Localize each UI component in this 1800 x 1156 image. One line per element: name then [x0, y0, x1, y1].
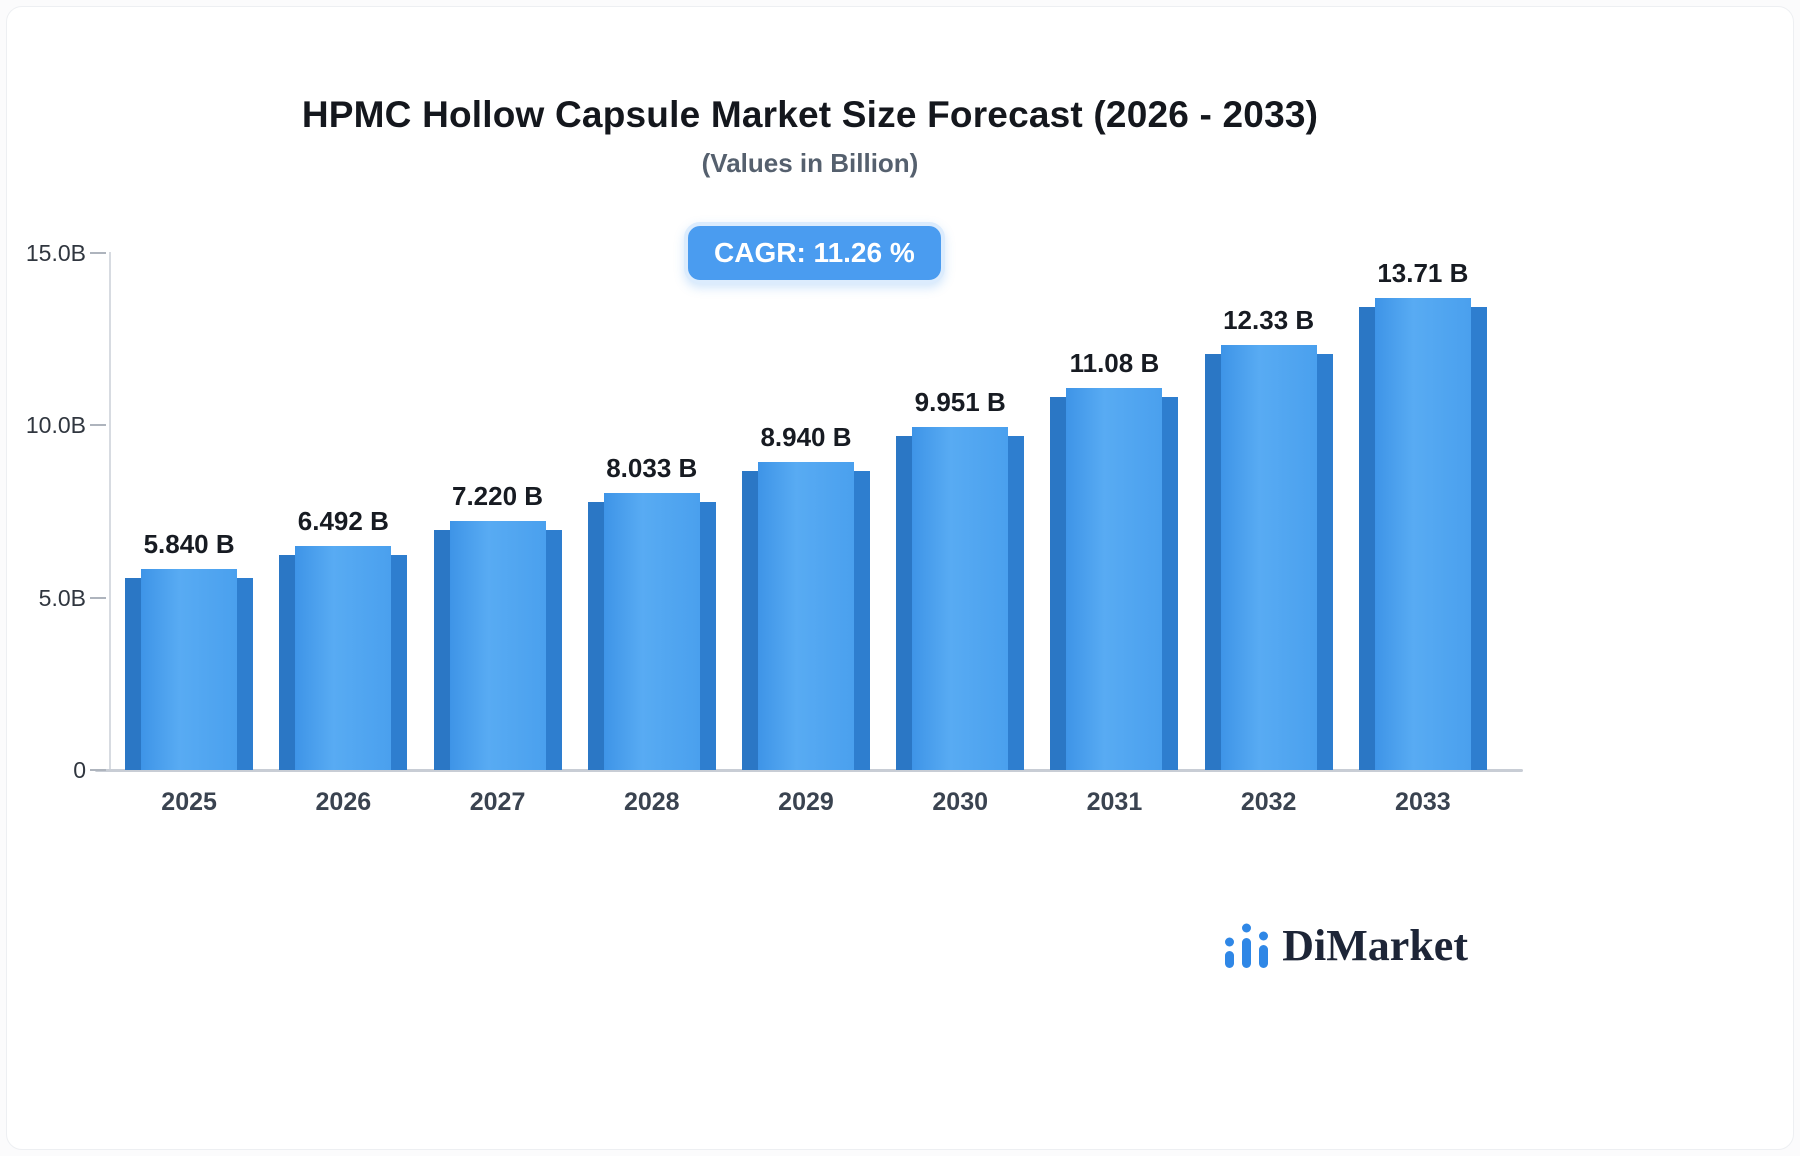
bar-value-label: 6.492 B [297, 506, 389, 537]
bar-slot: 9.951 B [883, 253, 1037, 770]
bar-side-face [1050, 397, 1067, 770]
bar-slot: 13.71 B [1346, 253, 1500, 770]
bar-front-face [603, 493, 700, 770]
y-tick-label: 10.0B [25, 412, 86, 439]
bar-side-face [1008, 436, 1025, 770]
bar-front-face [757, 461, 854, 770]
cagr-badge: CAGR: 11.26 % [684, 222, 945, 284]
bar-value-label: 9.951 B [914, 387, 1006, 417]
bar-value-label: 8.940 B [760, 421, 852, 452]
y-tick-label: 0 [73, 757, 86, 783]
x-axis-label-2033: 2033 [1395, 788, 1451, 816]
x-axis-label-2026: 2026 [315, 788, 372, 816]
bar-front-face [1374, 297, 1471, 770]
bar-slot: 8.033 B [575, 253, 729, 770]
bar-value-label: 7.220 B [452, 481, 544, 512]
bar-side-face [545, 530, 562, 770]
x-axis-label-2027: 2027 [469, 788, 526, 816]
bar-value-label: 13.71 B [1377, 257, 1469, 288]
bar-slot: 5.840 B [112, 253, 266, 770]
bar-2027 [433, 521, 562, 770]
x-axis-label-2028: 2028 [623, 788, 680, 816]
bar-2030 [896, 427, 1025, 770]
y-tick-mark [90, 596, 106, 599]
chart-subtitle: (Values in Billion) [701, 148, 919, 178]
bar-side-face [699, 502, 716, 770]
bar-front-face [295, 546, 392, 770]
bar-side-face [279, 555, 296, 770]
y-tick-label: 15.0B [25, 240, 86, 266]
bar-2029 [741, 461, 870, 770]
x-axis-label-2032: 2032 [1240, 788, 1297, 816]
chart-title: HPMC Hollow Capsule Market Size Forecast… [301, 94, 1319, 135]
bar-slot: 12.33 B [1192, 253, 1346, 770]
x-axis-baseline [95, 769, 1523, 772]
bar-side-face [896, 436, 913, 770]
bar-2026 [279, 546, 408, 770]
bar-side-face [587, 502, 604, 770]
brand-logo-text: DiMarket [1282, 921, 1468, 970]
x-axis-label-2030: 2030 [932, 788, 989, 816]
bar-2032 [1204, 345, 1333, 770]
bar-side-face [853, 470, 870, 770]
bar-side-face [391, 555, 408, 770]
y-axis-line [109, 252, 111, 771]
bar-side-face [1358, 306, 1375, 770]
bar-series: 5.840 B 6.492 B 7.220 B 8.033 B 8.940 B 9.951… [112, 253, 1500, 770]
bar-2033 [1358, 297, 1487, 770]
bar-2031 [1050, 388, 1179, 770]
brand-logo: DiMarket [1222, 916, 1468, 968]
bar-value-label: 12.33 B [1223, 305, 1315, 335]
bar-2028 [587, 493, 716, 770]
x-axis-labels: 2025 2026 2027 2028 2029 2030 2031 2032 2033 [112, 788, 1500, 817]
bar-front-face [1066, 388, 1163, 770]
bar-slot: 8.940 B [729, 253, 883, 770]
bar-front-face [1220, 345, 1317, 770]
bar-side-face [433, 530, 450, 770]
x-axis-label-2031: 2031 [1086, 788, 1143, 816]
bar-side-face [1204, 354, 1221, 770]
bar-side-face [237, 577, 254, 770]
bar-front-face [141, 568, 238, 770]
bar-value-label: 5.840 B [143, 528, 235, 559]
x-axis-label-2029: 2029 [778, 788, 834, 816]
bar-slot: 6.492 B [266, 253, 420, 770]
y-tick-mark [90, 424, 106, 427]
bar-slot: 11.08 B [1037, 253, 1191, 770]
bar-side-face [1162, 397, 1179, 770]
bar-value-label: 8.033 B [606, 453, 698, 484]
y-tick-mark [90, 769, 106, 771]
bar-side-face [741, 470, 758, 770]
x-axis-label-2025: 2025 [161, 788, 217, 816]
y-tick-label: 5.0B [38, 584, 86, 611]
bar-side-face [125, 577, 142, 770]
bar-front-face [449, 521, 546, 770]
bar-front-face [912, 427, 1009, 770]
bar-value-label: 11.08 B [1069, 348, 1160, 379]
bar-slot: 7.220 B [421, 253, 575, 770]
logo-bars-icon [1225, 923, 1269, 968]
bar-side-face [1316, 354, 1333, 770]
bar-2025 [125, 568, 254, 770]
y-tick-mark [90, 252, 106, 254]
bar-side-face [1470, 306, 1487, 770]
